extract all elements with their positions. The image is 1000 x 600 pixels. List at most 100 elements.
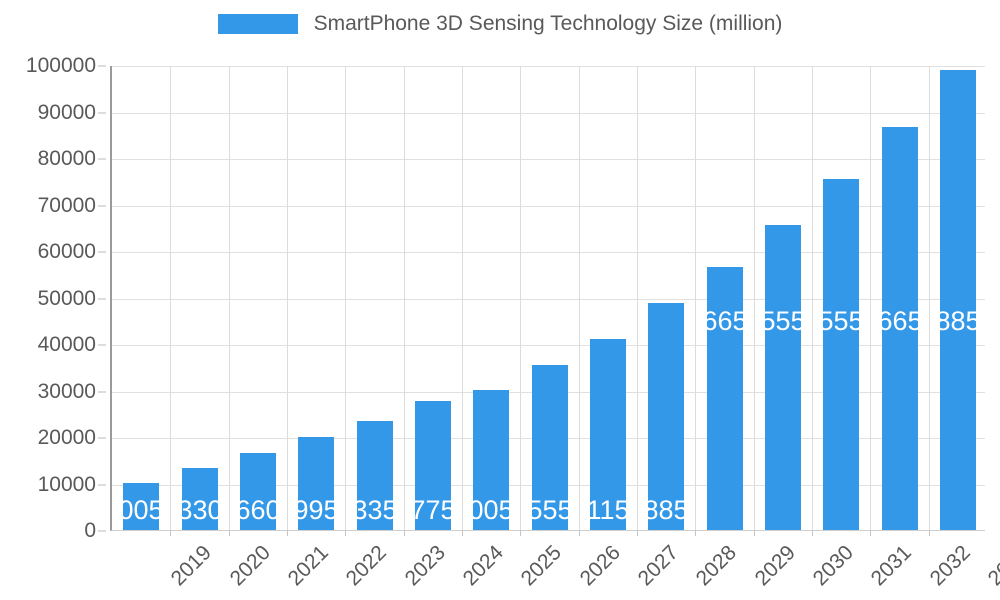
x-axis-tick <box>345 530 346 536</box>
x-axis: 2019 2020 2021 2022 2023 2024 2025 2026 2027 2028… <box>0 531 1000 600</box>
y-axis-label: 30000 <box>37 379 96 403</box>
x-axis-tick <box>870 530 871 536</box>
y-axis-label: 50000 <box>37 286 96 310</box>
gridline-vertical <box>637 66 638 530</box>
bar[interactable]: 75550 <box>823 179 859 530</box>
x-axis-tick <box>170 530 171 536</box>
bar-value-label: 23350 <box>357 495 393 525</box>
x-axis-tick <box>579 530 580 536</box>
x-axis-label: 2029 <box>750 541 800 591</box>
gridline-vertical <box>929 66 930 530</box>
x-axis-label: 2020 <box>225 541 275 591</box>
bar[interactable]: 98850 <box>940 70 976 530</box>
y-axis-tick <box>98 391 106 392</box>
gridline-vertical <box>287 66 288 530</box>
y-axis-tick <box>98 158 106 160</box>
y-axis-label: 40000 <box>37 333 96 356</box>
gridline-horizontal <box>112 112 985 114</box>
bar-value-label: 35550 <box>532 495 568 525</box>
gridline-vertical <box>170 66 171 530</box>
gridline-horizontal <box>112 345 985 346</box>
bar[interactable]: 86650 <box>882 127 918 530</box>
x-axis-label: 2027 <box>633 541 683 591</box>
x-axis-label: 2025 <box>516 541 567 591</box>
y-axis-label: 20000 <box>37 426 96 449</box>
bar-value-label: 27750 <box>415 495 451 525</box>
gridline-vertical <box>695 66 696 530</box>
bar-value-label: 30050 <box>473 495 509 525</box>
gridline-horizontal <box>112 252 985 253</box>
gridline-vertical <box>520 66 521 530</box>
chart-legend[interactable]: SmartPhone 3D Sensing Technology Size (m… <box>0 12 1000 36</box>
x-axis-tick <box>404 530 405 536</box>
bar[interactable]: 23350 <box>357 421 393 530</box>
x-axis-tick <box>695 530 696 536</box>
y-axis-label: 90000 <box>37 100 96 124</box>
bar[interactable]: 41150 <box>590 339 626 530</box>
bar-value-label: 41150 <box>590 495 626 525</box>
x-axis-tick <box>812 530 813 536</box>
x-axis-label: 2024 <box>458 541 508 591</box>
bar-value-label: 86650 <box>882 306 918 336</box>
bar-value-label: 16600 <box>240 495 276 525</box>
bar[interactable]: 16600 <box>240 453 276 530</box>
y-axis-label: 60000 <box>37 240 96 263</box>
bar[interactable]: 10050 <box>123 483 159 530</box>
gridline-horizontal <box>112 205 985 207</box>
y-axis-tick <box>98 112 106 113</box>
gridline-vertical <box>754 66 755 530</box>
gridline-vertical <box>579 66 580 530</box>
y-axis-label: 100000 <box>25 54 96 77</box>
y-axis-tick <box>98 298 106 299</box>
bar-value-label: 65550 <box>765 306 801 336</box>
y-axis-label: 70000 <box>37 193 96 217</box>
bar[interactable]: 65550 <box>765 225 801 530</box>
y-axis-label: 80000 <box>37 147 96 170</box>
bar-value-label: 19950 <box>298 495 334 525</box>
x-axis-tick <box>929 530 930 536</box>
bar[interactable]: 27750 <box>415 401 451 530</box>
gridline-vertical <box>462 66 463 530</box>
y-axis-label: 0 <box>84 519 96 542</box>
bar-value-label: 10050 <box>123 495 159 525</box>
bar-value-label: 98850 <box>940 306 976 336</box>
x-axis-label: 2021 <box>283 541 333 591</box>
bar-value-label: 56650 <box>707 306 743 336</box>
gridline-vertical <box>404 66 405 530</box>
y-axis: 0 10000 20000 30000 40000 50000 60000 70000 8000… <box>0 0 106 600</box>
x-axis-label: 2028 <box>691 541 742 591</box>
bar[interactable]: 30050 <box>473 390 509 530</box>
y-axis-tick <box>98 344 106 346</box>
bar[interactable]: 48850 <box>648 303 684 530</box>
x-axis-label: 2031 <box>866 541 917 591</box>
gridline-horizontal <box>112 159 985 160</box>
x-axis-label: 2019 <box>166 541 217 591</box>
x-axis-label: 2030 <box>808 541 858 591</box>
bar[interactable]: 56650 <box>707 267 743 530</box>
y-axis-tick <box>98 251 106 253</box>
gridline-vertical <box>870 66 871 530</box>
bar[interactable]: 35550 <box>532 365 568 530</box>
x-axis-label: 2022 <box>341 541 392 591</box>
bar-value-label: 75550 <box>823 306 859 336</box>
plot-area: 10050 13300 16600 19950 23350 27750 30050 35550… <box>110 66 985 536</box>
x-axis-tick <box>287 530 288 536</box>
gridline-vertical <box>229 66 230 530</box>
x-axis-label: 2026 <box>575 541 625 591</box>
y-axis-label: 10000 <box>37 472 96 496</box>
y-axis-tick <box>98 205 106 206</box>
bar-value-label: 48850 <box>648 495 684 525</box>
x-axis-tick <box>754 530 755 536</box>
x-axis-label: 2033 <box>983 541 1000 591</box>
x-axis-tick <box>637 530 638 536</box>
x-axis-tick <box>229 530 230 536</box>
y-axis-tick <box>98 530 106 532</box>
gridline-horizontal <box>112 66 985 67</box>
x-axis-label: 2023 <box>400 541 450 591</box>
bar[interactable]: 19950 <box>298 437 334 530</box>
y-axis-tick <box>98 65 106 67</box>
bar[interactable]: 13300 <box>182 468 218 530</box>
gridline-horizontal <box>112 298 985 300</box>
legend-color-swatch[interactable] <box>217 14 298 34</box>
